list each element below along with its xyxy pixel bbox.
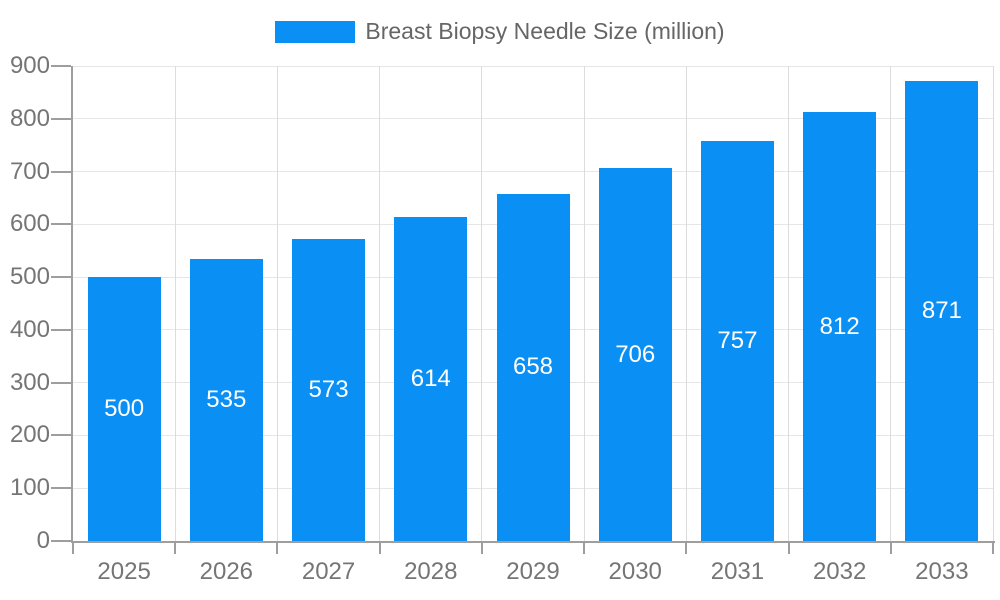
bar-value-label-2032: 812 (819, 312, 860, 340)
bar-2026[interactable] (189, 258, 263, 541)
bar-2030[interactable] (598, 168, 672, 541)
legend: Breast Biopsy Needle Size (million) (0, 18, 1000, 45)
x-axis-tick (378, 541, 381, 554)
gridline-vertical (685, 66, 687, 541)
gridline-vertical (276, 66, 278, 541)
x-axis-tick (992, 541, 994, 554)
bar-2033[interactable] (905, 81, 979, 541)
x-axis-tick-label-2029: 2029 (506, 558, 560, 585)
gridline-horizontal (73, 118, 993, 120)
bar-value-label-2027: 573 (308, 375, 349, 403)
y-axis-tick-label: 200 (9, 421, 50, 449)
bar-value-label-2028: 614 (410, 364, 451, 392)
bar-value-label-2031: 757 (717, 327, 758, 355)
x-axis-tick-label-2031: 2031 (710, 558, 765, 585)
y-axis-tick-label: 800 (9, 104, 50, 132)
y-axis-tick-label: 0 (36, 527, 50, 554)
gridline-vertical (583, 66, 585, 541)
gridline-vertical (481, 66, 483, 541)
bar-2028[interactable] (394, 216, 468, 541)
y-axis-tick-label: 900 (9, 52, 50, 79)
gridline-vertical (379, 66, 381, 541)
bar-value-label-2033: 871 (921, 297, 962, 325)
bar-value-label-2026: 535 (206, 385, 247, 413)
y-axis-tick (51, 540, 71, 542)
y-axis-tick (51, 170, 71, 173)
x-axis-tick-label-2030: 2030 (608, 558, 662, 585)
gridline-vertical (890, 66, 892, 541)
bar-value-label-2030: 706 (615, 340, 656, 368)
legend-swatch-icon (275, 20, 356, 43)
bar-2027[interactable] (292, 238, 366, 541)
y-axis-tick (51, 276, 71, 279)
y-axis-tick (51, 381, 71, 384)
y-axis-tick-label: 600 (9, 210, 50, 238)
x-axis-tick (787, 541, 790, 554)
y-axis-tick-label: 500 (9, 263, 50, 291)
y-axis-tick (51, 434, 71, 437)
y-axis-tick (51, 487, 71, 490)
x-axis-tick (480, 541, 483, 554)
bar-2031[interactable] (700, 141, 774, 541)
bar-2025[interactable] (87, 277, 161, 541)
plot-area (71, 66, 995, 543)
x-axis-tick-label-2032: 2032 (812, 558, 867, 585)
y-axis-tick-label: 700 (9, 157, 50, 185)
x-axis-tick (685, 541, 688, 554)
bar-value-label-2025: 500 (104, 395, 145, 423)
x-axis-tick (889, 541, 892, 554)
gridline-horizontal (73, 171, 993, 173)
x-axis-tick (174, 541, 177, 554)
y-axis-tick (51, 223, 71, 226)
y-axis-tick (51, 117, 71, 120)
x-axis-tick-label-2028: 2028 (404, 558, 458, 585)
bar-2029[interactable] (496, 193, 570, 541)
y-axis-tick (51, 328, 71, 331)
gridline-vertical (992, 66, 994, 541)
x-axis-tick (583, 541, 586, 554)
x-axis-tick-label-2026: 2026 (199, 558, 254, 585)
bar-value-label-2029: 658 (512, 353, 554, 381)
y-axis-tick-label: 400 (9, 315, 50, 343)
x-axis-tick (276, 541, 279, 554)
legend-item[interactable]: Breast Biopsy Needle Size (million) (275, 18, 725, 45)
y-axis-tick (51, 65, 71, 67)
legend-label: Breast Biopsy Needle Size (million) (365, 18, 725, 44)
x-axis-tick-label-2027: 2027 (301, 558, 356, 585)
gridline-horizontal (73, 65, 993, 67)
gridline-vertical (174, 66, 176, 541)
x-axis-tick-label-2033: 2033 (915, 558, 969, 585)
x-axis-tick-label-2025: 2025 (97, 558, 151, 585)
y-axis-tick-label: 300 (9, 368, 50, 396)
bar-2032[interactable] (803, 112, 877, 541)
y-axis-tick-label: 100 (9, 474, 50, 502)
x-axis-tick (72, 541, 74, 554)
gridline-vertical (788, 66, 790, 541)
